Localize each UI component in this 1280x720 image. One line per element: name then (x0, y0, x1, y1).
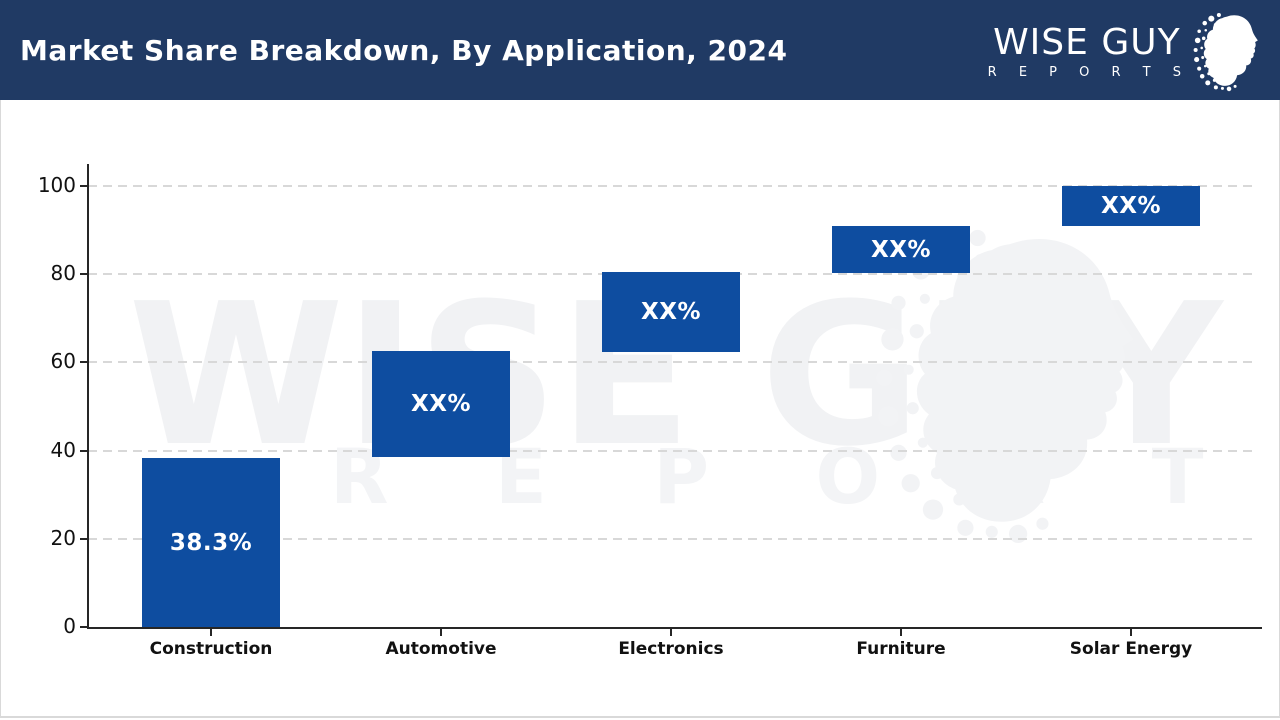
y-tick-100 (80, 185, 87, 187)
category-label-solar-energy: Solar Energy (1069, 639, 1193, 659)
y-tick-60 (80, 361, 87, 363)
bar-value-label: XX% (870, 236, 931, 263)
bar-electronics: XX% (602, 272, 740, 352)
category-label-furniture: Furniture (856, 639, 946, 659)
logo-text: WISE GUY R E P O R T S (984, 22, 1190, 80)
x-tick-electronics (670, 629, 672, 636)
y-tick-label: 100 (37, 173, 76, 197)
category-label-electronics: Electronics (618, 639, 724, 659)
y-tick-label: 60 (50, 349, 76, 373)
y-tick-80 (80, 273, 87, 275)
y-axis-line (87, 164, 89, 628)
gridline-40 (88, 450, 1255, 452)
y-tick-label: 80 (50, 261, 76, 285)
bar-automotive: XX% (372, 351, 510, 457)
x-tick-furniture (900, 629, 902, 636)
logo-face-icon (1193, 13, 1258, 92)
x-tick-construction (210, 629, 212, 636)
bar-value-label: 38.3% (169, 529, 253, 556)
y-tick-label: 20 (50, 526, 76, 550)
y-tick-20 (80, 538, 87, 540)
x-tick-solar-energy (1130, 629, 1132, 636)
logo-wordmark: WISE GUY (993, 22, 1181, 63)
logo-subtitle: R E P O R T S (987, 65, 1190, 80)
category-label-construction: Construction (149, 639, 273, 659)
bottom-border-line (0, 716, 1280, 718)
gridline-20 (88, 538, 1255, 540)
wise-guy-logo: WISE GUY R E P O R T S (988, 6, 1262, 96)
bar-furniture: XX% (832, 226, 970, 273)
bar-construction: 38.3% (142, 458, 280, 627)
category-label-automotive: Automotive (385, 639, 497, 659)
left-border-line (0, 100, 1, 718)
bar-value-label: XX% (1100, 193, 1161, 219)
bar-value-label: XX% (410, 391, 471, 417)
y-tick-label: 40 (50, 438, 76, 462)
x-axis-line (87, 627, 1262, 629)
chart-title: Market Share Breakdown, By Application, … (20, 34, 788, 67)
bar-solar-energy: XX% (1062, 186, 1200, 226)
bar-value-label: XX% (640, 299, 701, 325)
y-tick-0 (80, 626, 87, 628)
y-tick-label: 0 (63, 614, 76, 638)
y-tick-40 (80, 450, 87, 452)
gridline-100 (88, 185, 1255, 187)
header-bar: Market Share Breakdown, By Application, … (0, 0, 1280, 100)
x-tick-automotive (440, 629, 442, 636)
gridline-60 (88, 361, 1255, 363)
